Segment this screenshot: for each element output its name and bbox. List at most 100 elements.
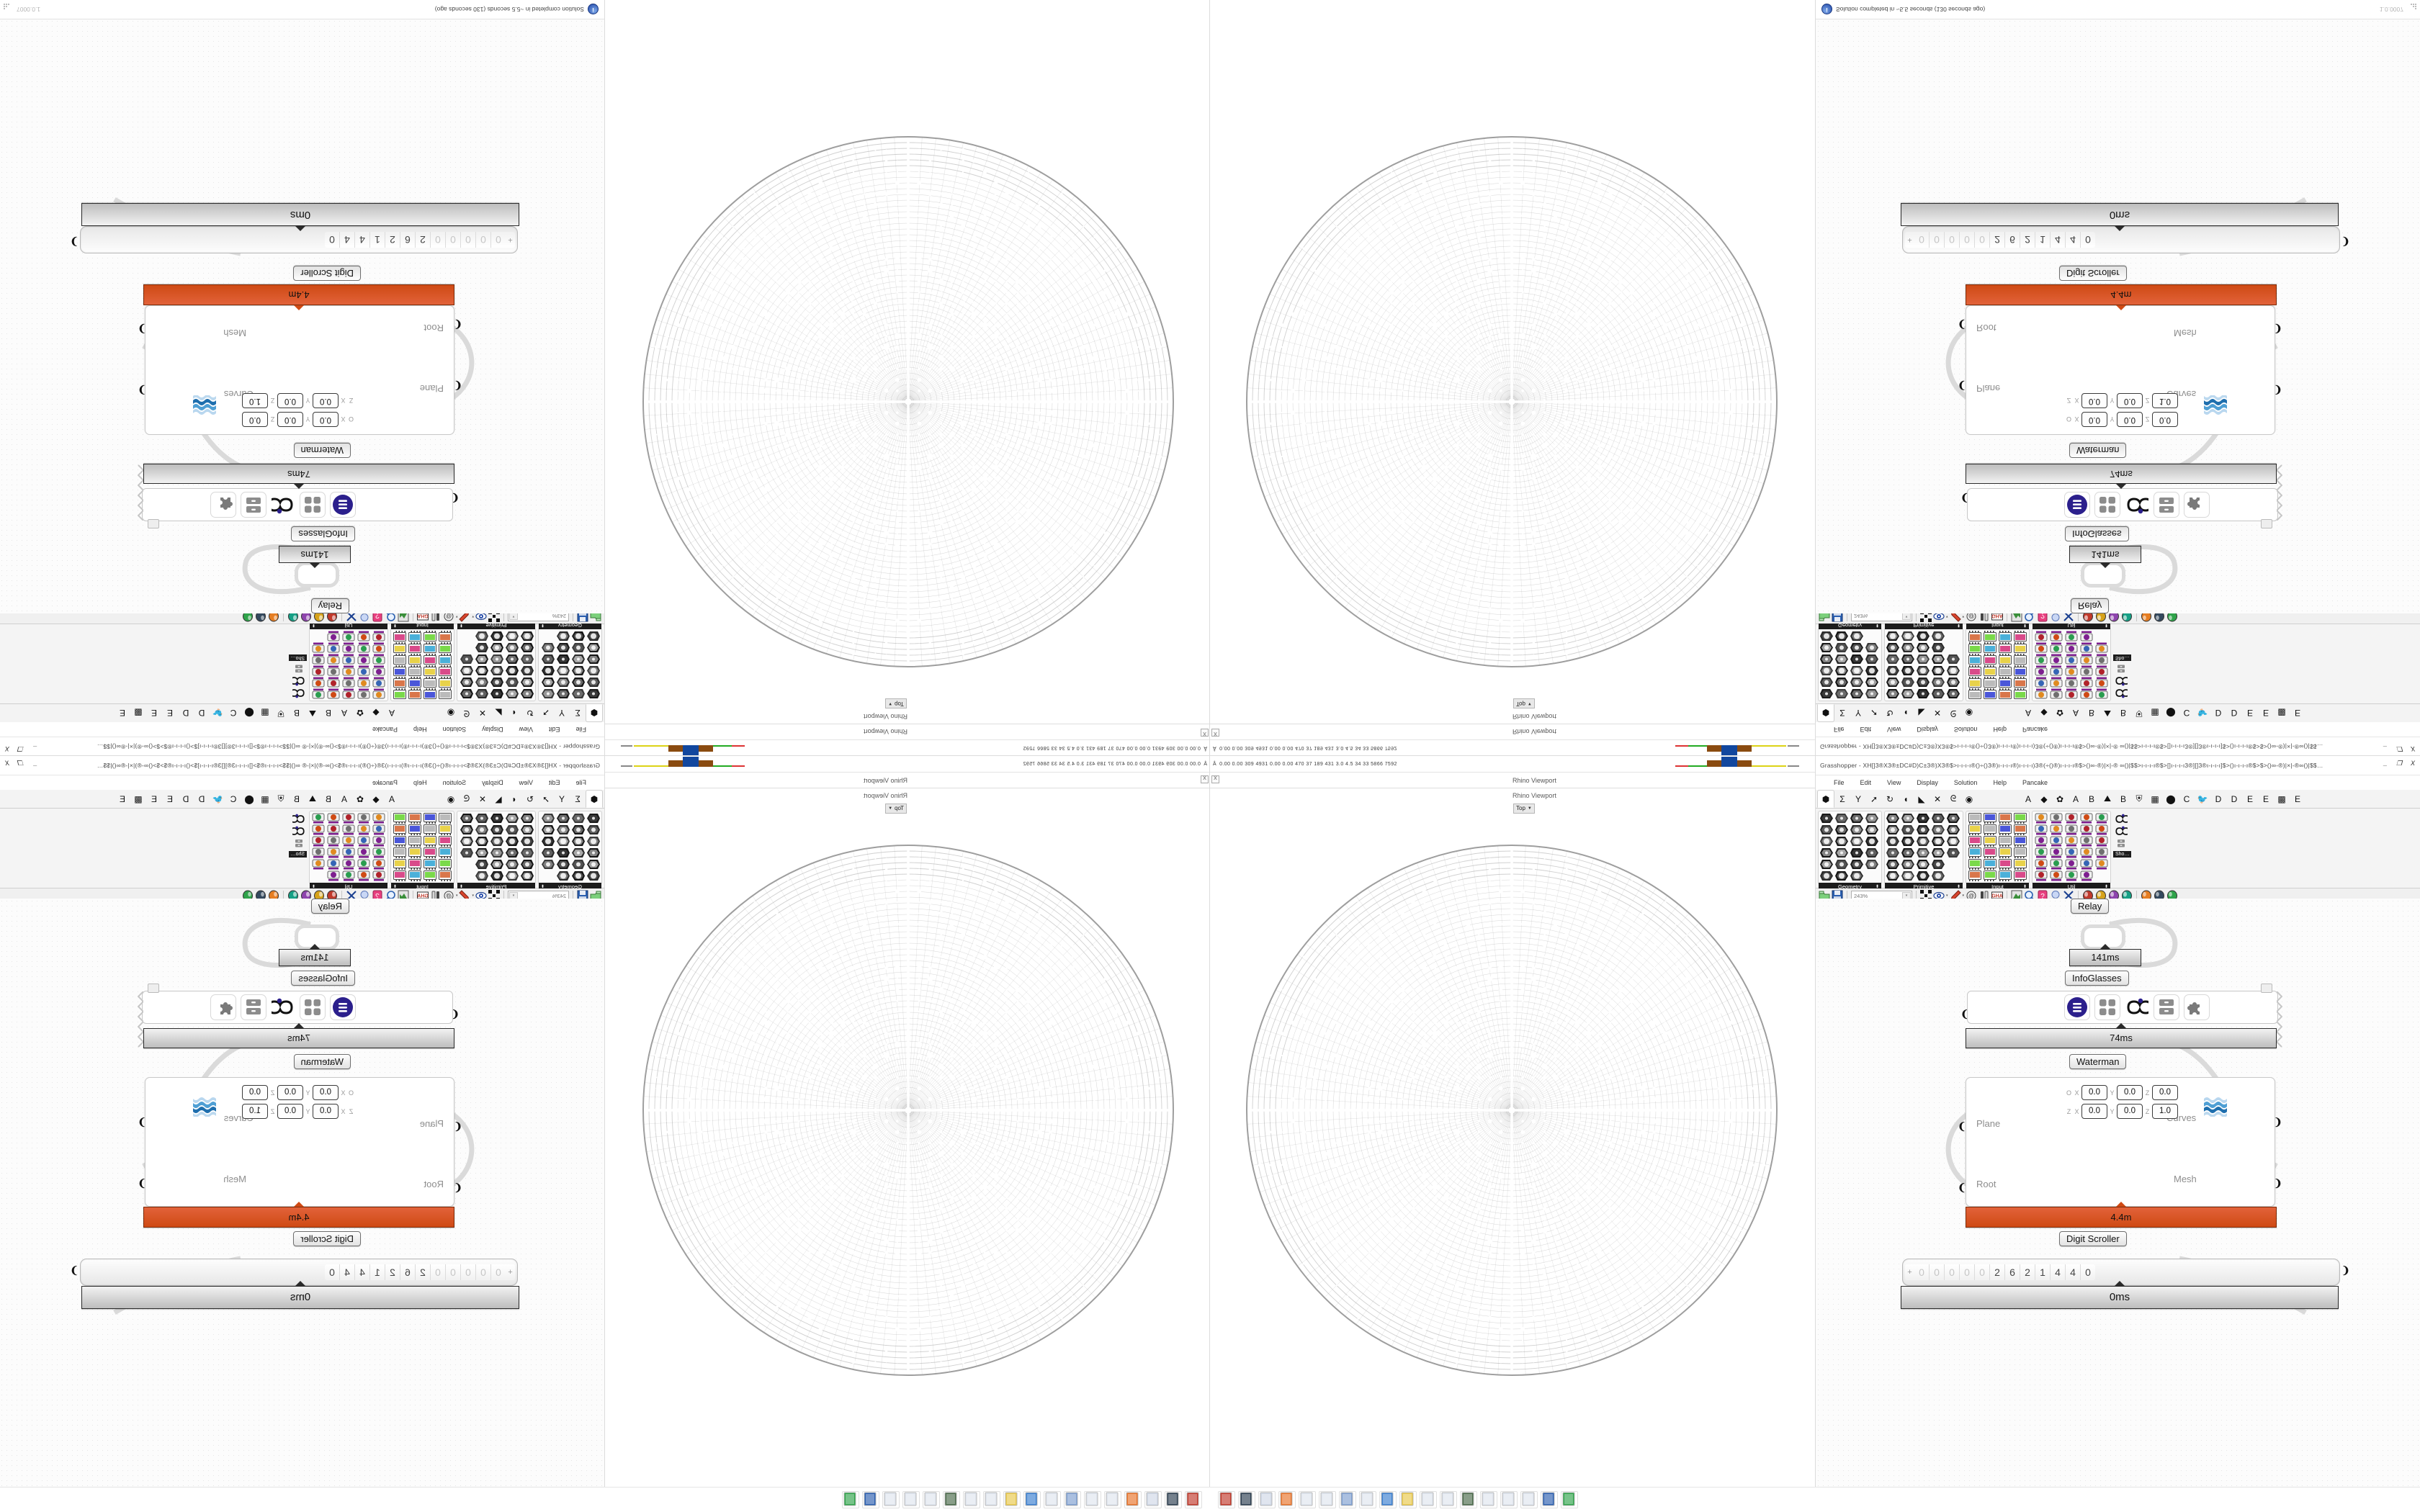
component-icon[interactable] <box>372 836 386 847</box>
node-infoglasses[interactable]: InfoGlasses <box>2065 526 2129 541</box>
digit-cell[interactable]: 0 <box>1945 232 1960 248</box>
component-icon[interactable] <box>2049 688 2063 699</box>
menu-item-view[interactable]: View <box>519 726 533 733</box>
preview-quality-icon[interactable] <box>287 611 299 622</box>
zaxis-x-field[interactable]: 0.0 <box>2081 1104 2107 1119</box>
component-icon[interactable] <box>2049 847 2063 858</box>
component-icon[interactable] <box>1917 665 1931 676</box>
component-icon[interactable] <box>459 847 473 858</box>
component-icon[interactable] <box>2079 847 2094 858</box>
component-icon[interactable] <box>1850 870 1865 881</box>
component-icon[interactable] <box>326 654 341 665</box>
menu-item-display[interactable]: Display <box>1917 726 1938 733</box>
component-icon[interactable] <box>570 677 585 688</box>
component-icon[interactable] <box>357 642 371 653</box>
component-icon[interactable] <box>570 836 585 847</box>
component-icon[interactable] <box>2034 836 2048 847</box>
component-icon[interactable] <box>2079 642 2094 653</box>
component-icon[interactable] <box>1968 859 1982 870</box>
component-icon[interactable] <box>311 642 326 653</box>
minimize-icon[interactable]: _ <box>32 760 37 767</box>
component-icon[interactable] <box>1820 847 1834 858</box>
tab-b1[interactable]: B <box>326 793 332 804</box>
digit-cell[interactable]: 0 <box>1960 232 1975 248</box>
component-icon[interactable] <box>1865 665 1880 676</box>
component-icon[interactable] <box>326 847 341 858</box>
component-icon[interactable] <box>372 847 386 858</box>
menu-item-solution[interactable]: Solution <box>442 779 467 786</box>
tab-surface[interactable]: ◖ <box>511 708 517 719</box>
component-icon[interactable] <box>474 859 488 870</box>
origin-y-field[interactable]: 0.0 <box>277 412 303 427</box>
component-icon[interactable] <box>1865 859 1880 870</box>
input-pin-root-icon[interactable]: ❨ <box>454 1182 462 1193</box>
component-icon[interactable] <box>326 631 341 642</box>
node-infoglasses[interactable]: InfoGlasses <box>2065 971 2129 986</box>
zaxis-z-field[interactable]: 1.0 <box>242 393 268 408</box>
component-icon[interactable] <box>372 677 386 688</box>
component-icon[interactable] <box>459 836 473 847</box>
component-icon[interactable] <box>1932 836 1946 847</box>
component-icon[interactable] <box>423 677 437 688</box>
taskbar-app-doc5-icon[interactable] <box>1420 1491 1437 1508</box>
chevron-down-icon[interactable]: ▾ <box>472 894 474 898</box>
component-icon[interactable] <box>570 665 585 676</box>
input-pin-root-icon[interactable]: ❨ <box>1958 319 1966 330</box>
tab-mesh[interactable]: ◣ <box>495 708 502 719</box>
minimize-icon[interactable]: _ <box>2383 745 2388 752</box>
preview-quality-icon[interactable] <box>2121 890 2133 901</box>
tab-transform[interactable]: ᘓ <box>1950 793 1957 804</box>
component-icon[interactable] <box>1917 870 1931 881</box>
component-icon[interactable] <box>1932 654 1946 665</box>
component-icon[interactable] <box>393 642 407 653</box>
component-icon[interactable] <box>1835 824 1850 835</box>
node-waterman-component[interactable]: ❨ ❨ ❩ ❩ Plane Root Curves Mesh O X 0.0 Y… <box>138 305 462 435</box>
menu-item-display[interactable]: Display <box>1917 779 1938 786</box>
taskbar-app-red-icon[interactable] <box>1218 1491 1235 1508</box>
component-icon[interactable] <box>459 677 473 688</box>
component-icon[interactable] <box>408 642 422 653</box>
tab-c2[interactable]: 🐦 <box>2197 793 2208 804</box>
component-icon[interactable] <box>489 688 503 699</box>
menu-item-edit[interactable]: Edit <box>548 779 560 786</box>
toggle-button-row[interactable] <box>1967 464 2283 521</box>
component-icon[interactable] <box>555 870 570 881</box>
component-icon[interactable] <box>586 665 600 676</box>
component-icon[interactable] <box>408 813 422 824</box>
digit-cell[interactable]: 4 <box>2066 1264 2081 1280</box>
tab-e1[interactable]: E <box>167 793 174 804</box>
tab-c2[interactable]: 🐦 <box>212 793 223 804</box>
tab-b2[interactable]: ⛰ <box>308 708 317 719</box>
digit-cell[interactable]: 2 <box>2020 1264 2035 1280</box>
menu-item-help[interactable]: Help <box>1993 726 2007 733</box>
zaxis-y-field[interactable]: 0.0 <box>2117 393 2143 408</box>
component-icon[interactable] <box>540 859 555 870</box>
component-icon[interactable] <box>341 836 356 847</box>
component-icon[interactable] <box>1901 688 1916 699</box>
component-icon[interactable] <box>1983 642 1997 653</box>
component-icon[interactable] <box>1947 688 1961 699</box>
toggle-button-row[interactable] <box>137 991 453 1048</box>
digit-cell[interactable]: 0 <box>2085 1266 2091 1278</box>
component-icon[interactable] <box>341 688 356 699</box>
component-icon[interactable] <box>1865 836 1880 847</box>
component-icon[interactable] <box>2049 859 2063 870</box>
component-icon[interactable] <box>489 642 503 653</box>
close-icon[interactable]: X <box>2410 745 2415 752</box>
tab-a2[interactable]: ◆ <box>372 708 380 719</box>
component-icon[interactable] <box>1850 642 1865 653</box>
chevron-down-icon[interactable]: ▾ <box>455 894 458 898</box>
cluster-icon[interactable] <box>1978 611 1990 622</box>
component-icon[interactable] <box>1932 677 1946 688</box>
component-icon[interactable] <box>423 813 437 824</box>
component-icon[interactable] <box>408 631 422 642</box>
component-icon[interactable] <box>489 824 503 835</box>
tab-e2[interactable]: E <box>2262 793 2269 804</box>
component-icon[interactable] <box>519 631 534 642</box>
windows-taskbar[interactable] <box>0 1487 2420 1512</box>
render-icon[interactable] <box>2108 890 2120 901</box>
viewport-mode-dropdown[interactable]: Top ▼ <box>885 804 907 814</box>
profiler-icon[interactable]: @ <box>1966 611 1977 622</box>
component-icon[interactable] <box>586 642 600 653</box>
node-timer-141ms[interactable]: 141ms <box>279 944 351 966</box>
